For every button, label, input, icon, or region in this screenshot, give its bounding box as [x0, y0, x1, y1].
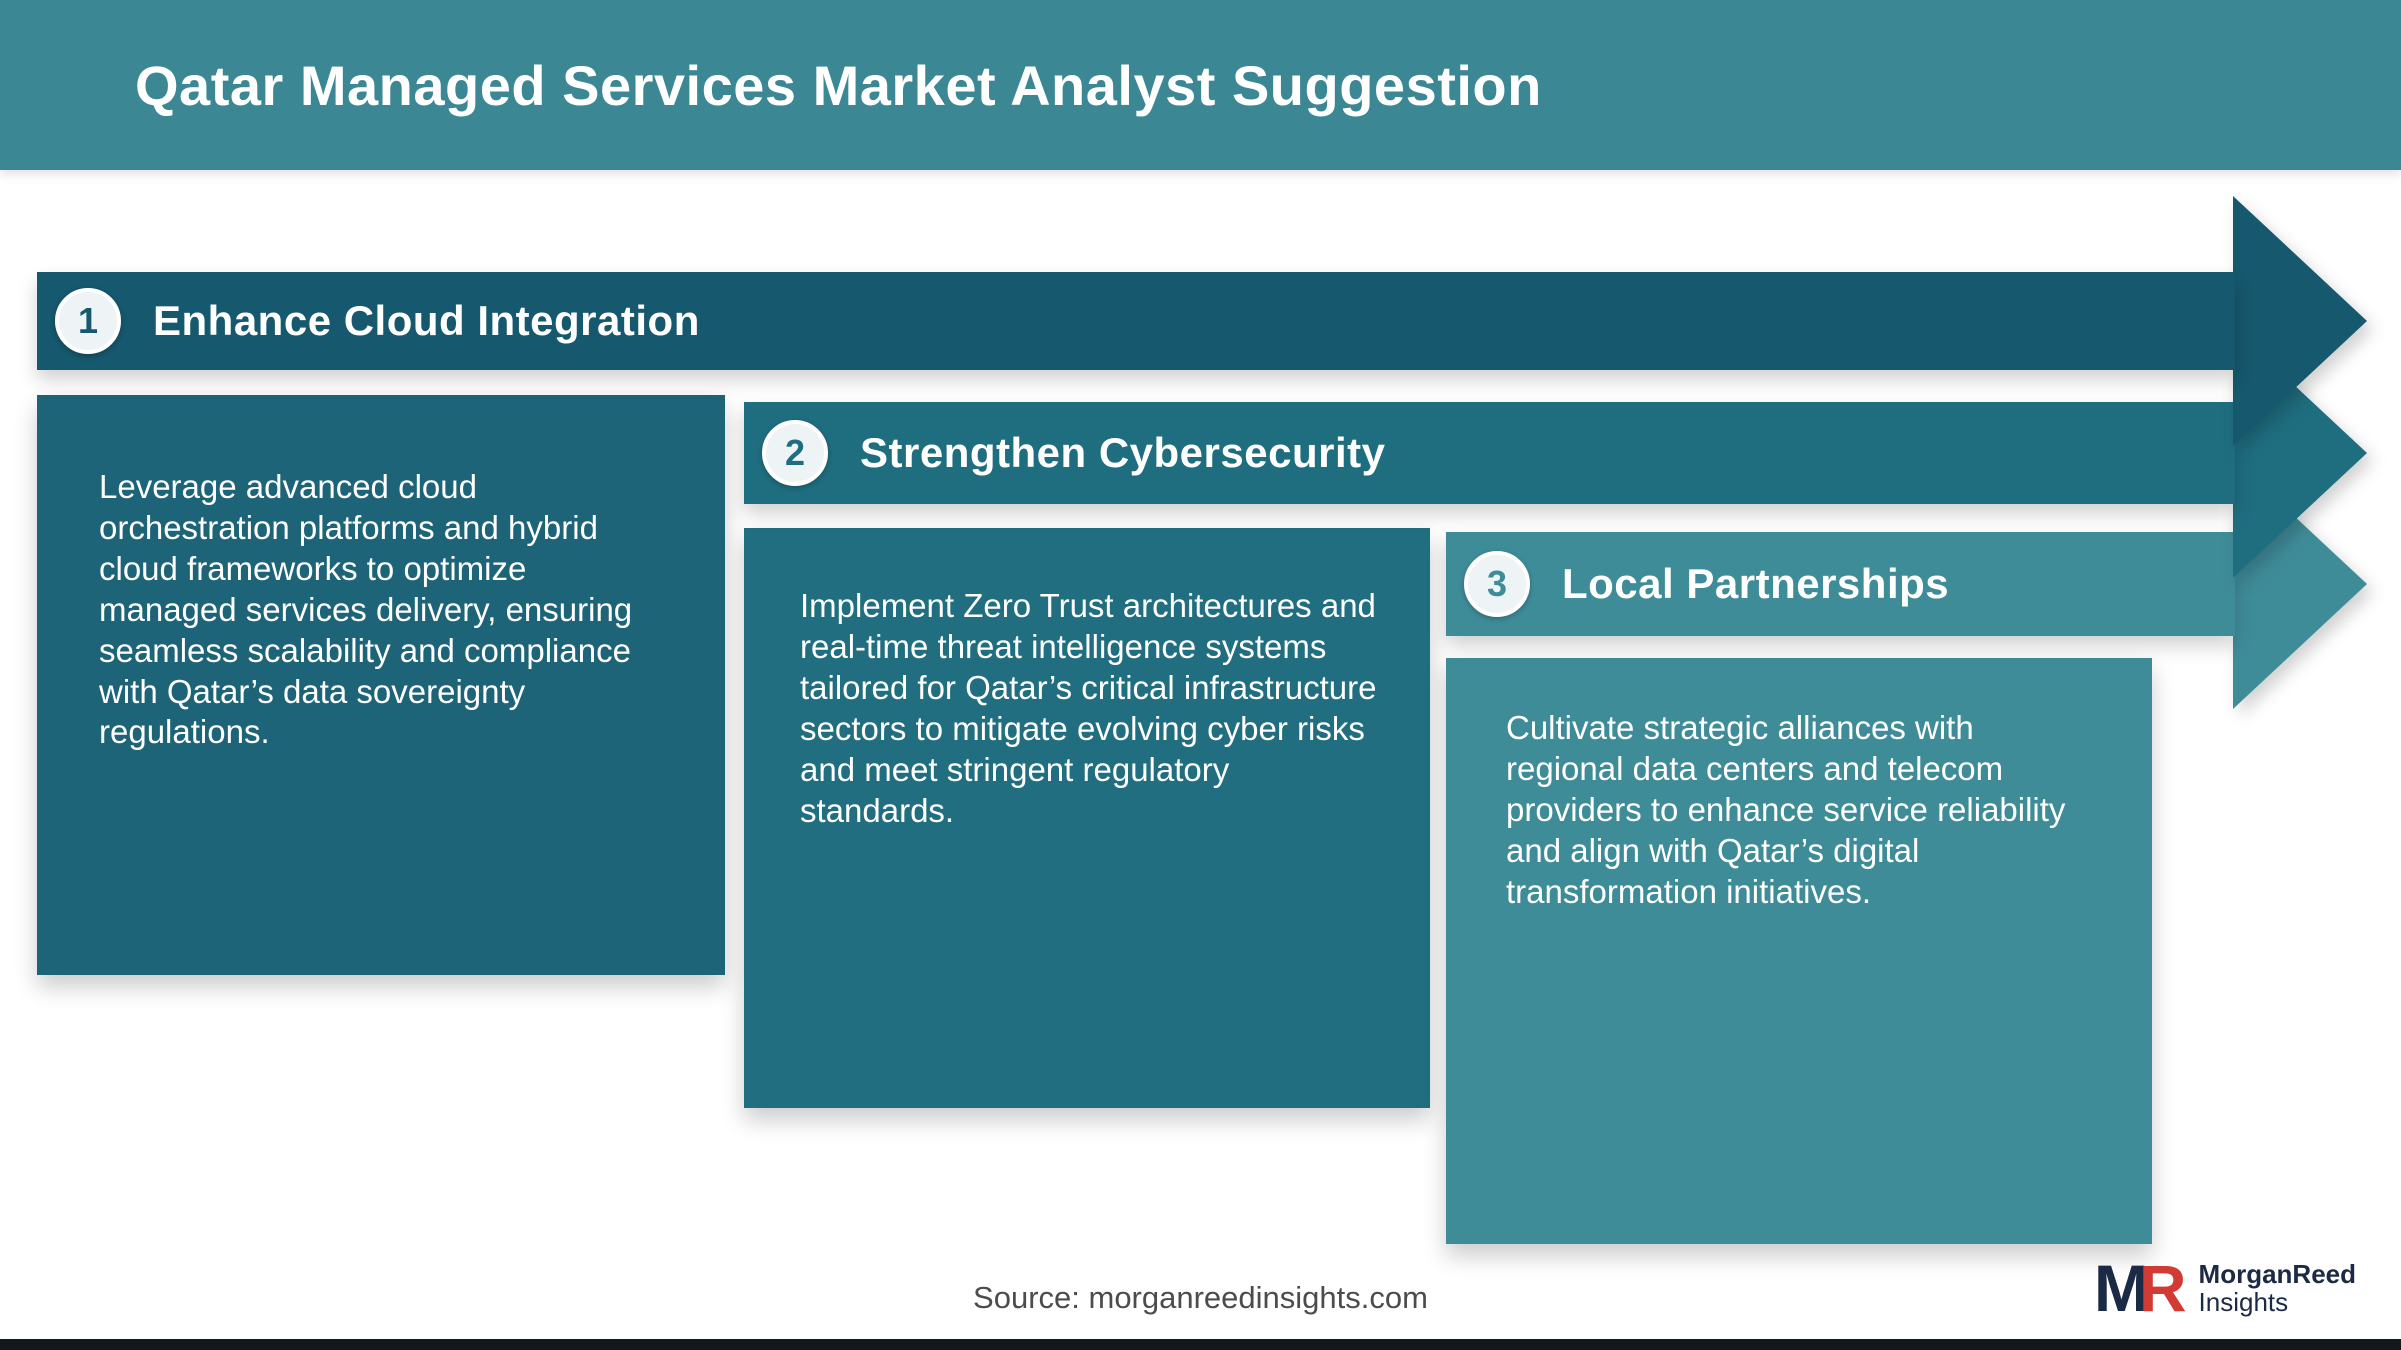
step-1-number-badge: 1 — [55, 288, 121, 354]
brand-logo: MR MorganReed Insights — [2094, 1255, 2356, 1321]
step-2-description: Implement Zero Trust architectures and r… — [800, 587, 1377, 829]
brand-name-line2: Insights — [2198, 1287, 2289, 1317]
step-3-description-box: Cultivate strategic alliances with regio… — [1446, 658, 2152, 1244]
bottom-accent-bar — [0, 1339, 2401, 1350]
step-1-title: Enhance Cloud Integration — [153, 297, 700, 344]
arrow-head-step-1 — [2233, 196, 2367, 446]
brand-name: MorganReed Insights — [2199, 1260, 2356, 1316]
step-2-title: Strengthen Cybersecurity — [860, 429, 1386, 476]
arrow-banner-step-1: 1 Enhance Cloud Integration — [37, 272, 2235, 370]
arrow-banner-step-3: 3 Local Partnerships — [1446, 532, 2235, 636]
step-3-number-badge: 3 — [1464, 551, 1530, 617]
step-2-number-badge: 2 — [762, 420, 828, 486]
step-1-description-box: Leverage advanced cloud orchestration pl… — [37, 395, 725, 975]
brand-monogram-icon: MR — [2094, 1255, 2187, 1321]
logo-letter-r: R — [2138, 1251, 2187, 1325]
step-2-description-box: Implement Zero Trust architectures and r… — [744, 528, 1430, 1108]
header-banner: Qatar Managed Services Market Analyst Su… — [0, 0, 2401, 170]
arrow-banner-step-2: 2 Strengthen Cybersecurity — [744, 402, 2235, 504]
page-title: Qatar Managed Services Market Analyst Su… — [135, 53, 1542, 117]
logo-letter-m: M — [2093, 1251, 2149, 1325]
step-1-description: Leverage advanced cloud orchestration pl… — [99, 468, 633, 751]
step-3-title: Local Partnerships — [1562, 560, 1950, 607]
step-3-description: Cultivate strategic alliances with regio… — [1506, 709, 2066, 910]
source-attribution: Source: morganreedinsights.com — [973, 1280, 1428, 1315]
brand-name-line1: MorganReed — [2198, 1258, 2356, 1289]
